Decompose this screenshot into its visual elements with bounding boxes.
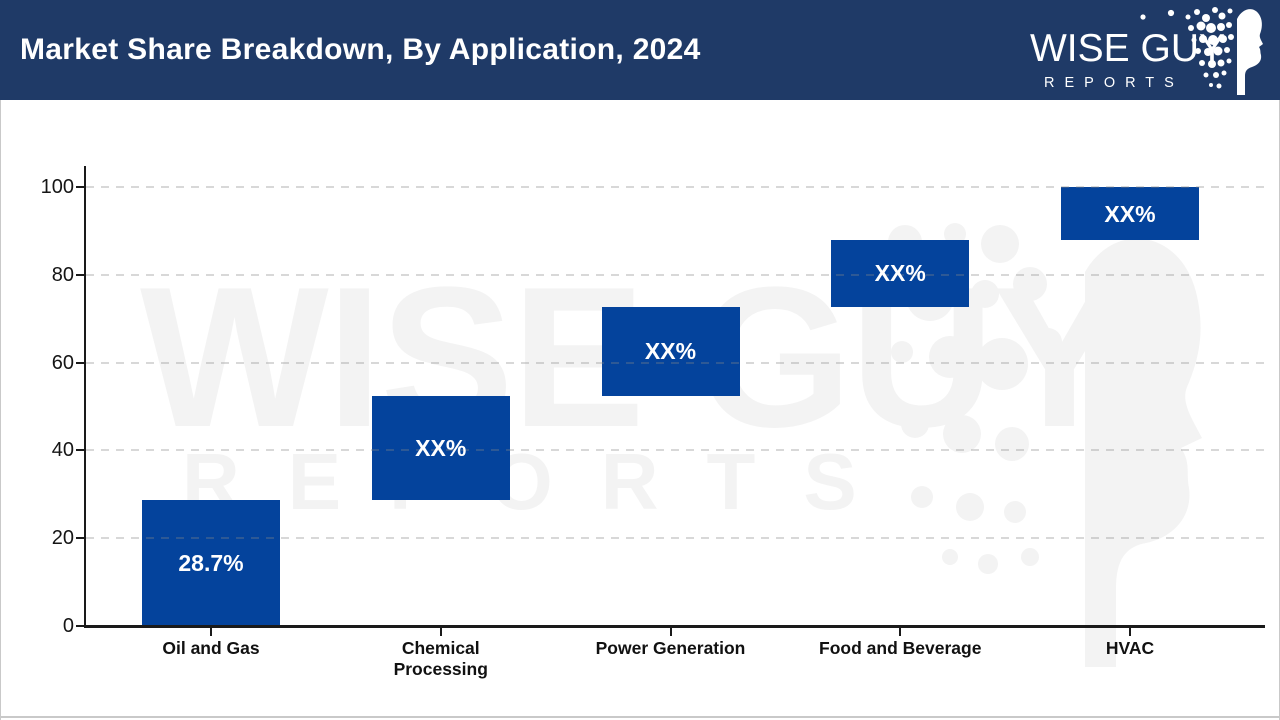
category-label: Chemical Processing: [341, 638, 541, 680]
category-label-line: Power Generation: [595, 638, 746, 658]
x-tick-mark: [439, 627, 442, 636]
y-tick-mark: [76, 186, 84, 188]
x-axis: [84, 625, 1265, 628]
x-tick-mark: [899, 627, 902, 636]
gridline: [86, 449, 1264, 452]
y-tick-label: 60: [51, 351, 74, 374]
y-tick-label: 0: [62, 615, 74, 637]
y-axis: [84, 166, 86, 627]
x-tick-mark: [210, 627, 212, 636]
gridline: [86, 186, 1264, 188]
category-label-line: Processing: [393, 659, 488, 679]
bar-hvac: [1061, 187, 1199, 241]
x-tick-mark: [669, 627, 672, 636]
page-title: Market Share Breakdown, By Application, …: [20, 33, 701, 66]
bar-power-generation: [601, 306, 740, 396]
y-tick-label: 100: [40, 176, 74, 198]
gridline: [86, 273, 1264, 276]
logo-face-icon: [1237, 9, 1263, 96]
bar-value-label: XX%: [644, 338, 697, 365]
logo-reports: REPORTS: [1044, 75, 1184, 91]
gridline: [86, 361, 1264, 364]
y-tick-mark: [76, 625, 84, 627]
gridline: [86, 537, 1264, 540]
category-label-line: Food and Beverage: [819, 638, 982, 658]
category-label-line: Oil and Gas: [162, 638, 260, 658]
y-tick-label: 80: [51, 263, 74, 286]
bar-oil-and-gas: [142, 500, 280, 626]
chart-area: WISE GUY REPORTS 0 20 40 60 80 100 28.7% Oil an…: [0, 100, 1280, 720]
logo-letter-dots-icon: [1140, 9, 1175, 20]
category-label: HVAC: [1030, 638, 1230, 659]
y-tick-mark: [76, 361, 84, 364]
bar-value-label: XX%: [415, 434, 467, 461]
bar-value-label: XX%: [1104, 200, 1156, 227]
x-tick-mark: [1129, 627, 1131, 636]
wiseguy-logo: WISE GUY REPORTS: [1030, 3, 1264, 97]
category-label-line: HVAC: [1105, 638, 1155, 658]
category-label: Oil and Gas: [111, 638, 311, 659]
y-tick-mark: [76, 537, 84, 540]
logo-wordmark: WISE GUY: [1030, 27, 1225, 70]
bar-value-label: XX%: [874, 260, 926, 287]
y-tick-label: 20: [51, 527, 74, 550]
wiseguy-logo-icon: WISE GUY REPORTS: [1030, 7, 1263, 96]
y-tick-label: 40: [51, 439, 74, 462]
watermark-reports: REPORTS: [182, 437, 905, 526]
bar-chemical-processing: [371, 395, 510, 500]
category-label-line: Chemical: [401, 638, 480, 658]
logo-dots-icon: [1185, 7, 1234, 89]
page-border-bottom: [0, 716, 1280, 718]
header: Market Share Breakdown, By Application, …: [0, 0, 1280, 100]
bar-value-label: 28.7%: [178, 550, 244, 576]
y-tick-mark: [76, 273, 84, 276]
category-label: Power Generation: [571, 638, 771, 659]
category-label: Food and Beverage: [800, 638, 1000, 659]
y-tick-mark: [76, 449, 84, 452]
page-border-left: [0, 100, 1, 720]
